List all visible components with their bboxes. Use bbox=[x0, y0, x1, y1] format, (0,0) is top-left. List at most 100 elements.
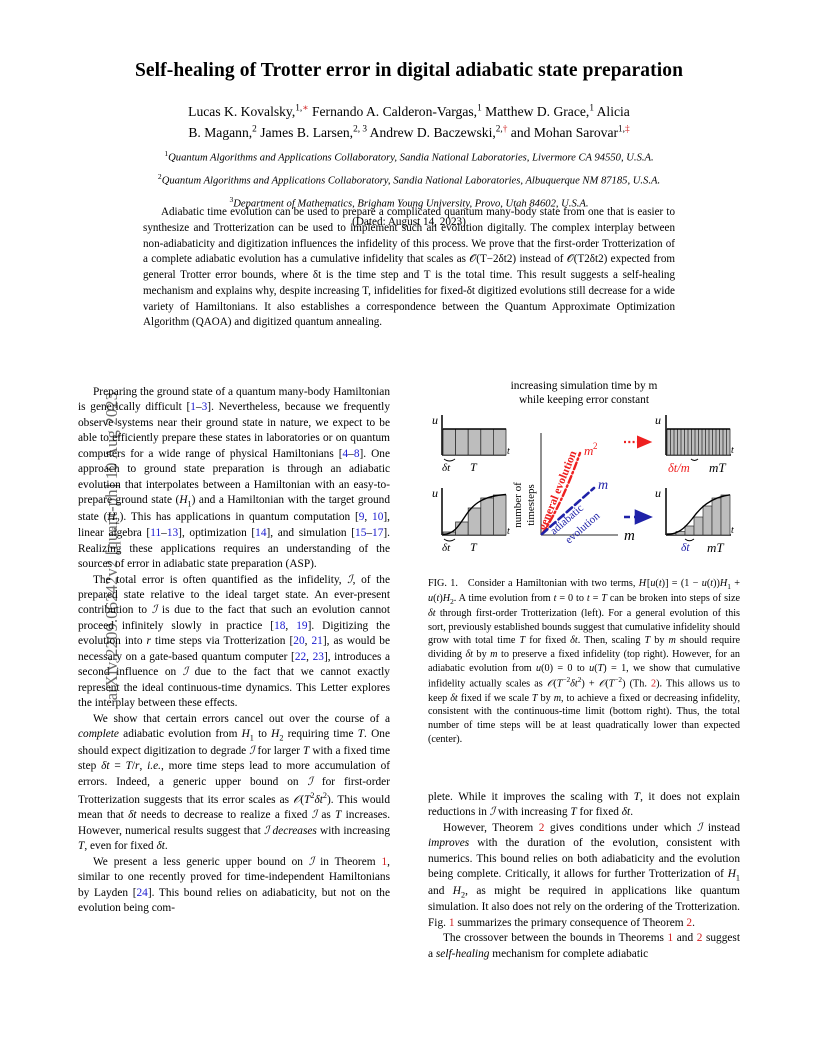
page-title: Self-healing of Trotter error in digital… bbox=[134, 60, 684, 81]
citation-link[interactable]: 4 bbox=[342, 447, 349, 460]
svg-text:m: m bbox=[624, 528, 635, 544]
theorem-link[interactable]: 1 bbox=[381, 855, 388, 868]
citation-link[interactable]: 13 bbox=[166, 527, 179, 540]
svg-text:t: t bbox=[731, 525, 734, 536]
footnote-marker[interactable]: ∗ bbox=[302, 103, 309, 114]
author-name: B. Magann, bbox=[188, 125, 253, 141]
affiliation-1: 1Quantum Algorithms and Applications Col… bbox=[78, 149, 740, 166]
figure-heading-line-2: while keeping error constant bbox=[519, 393, 649, 406]
svg-text:mT: mT bbox=[707, 540, 724, 555]
svg-text:T: T bbox=[470, 460, 478, 474]
theorem-link[interactable]: 2 bbox=[696, 932, 703, 945]
author-affil-sup: 2, bbox=[495, 124, 503, 135]
author-affil-sup: 1, bbox=[295, 103, 303, 114]
citation-link[interactable]: 18 bbox=[274, 619, 286, 632]
author-name: Fernando A. Calderon-Vargas, bbox=[308, 104, 478, 120]
svg-text:δt/m: δt/m bbox=[668, 461, 690, 475]
author-affil-sup: 1, bbox=[618, 124, 625, 135]
citation-link[interactable]: 1 bbox=[190, 401, 196, 414]
citation-link[interactable]: 15 bbox=[355, 527, 367, 540]
theorem-link[interactable]: 2 bbox=[650, 678, 657, 690]
body-column-left: Preparing the ground state of a quantum … bbox=[78, 385, 390, 917]
svg-text:u: u bbox=[432, 486, 438, 500]
author-affil-sup: 2, 3 bbox=[353, 124, 368, 135]
citation-link[interactable]: 3 bbox=[201, 401, 208, 414]
paragraph: Preparing the ground state of a quantum … bbox=[78, 386, 391, 571]
citation-link[interactable]: 20 bbox=[293, 635, 305, 648]
author-name: James B. Larsen, bbox=[256, 125, 354, 141]
paragraph: We show that certain errors cancel out o… bbox=[78, 712, 391, 853]
svg-text:t: t bbox=[507, 526, 510, 537]
author-name: Matthew D. Grace, bbox=[481, 104, 590, 120]
svg-text:δt: δt bbox=[442, 542, 451, 554]
figure-heading: increasing simulation time by m while ke… bbox=[428, 380, 740, 407]
affiliation-2: 2Quantum Algorithms and Applications Col… bbox=[78, 172, 740, 189]
panel-bottom-right: u t δt mT bbox=[655, 486, 734, 555]
panel-center-scaling: number of timesteps m general evolution … bbox=[512, 433, 635, 547]
svg-text:t: t bbox=[731, 445, 734, 456]
svg-text:2: 2 bbox=[593, 441, 598, 451]
affiliation-text: Quantum Algorithms and Applications Coll… bbox=[161, 175, 661, 187]
author-line-2: B. Magann,2 James B. Larsen,2, 3 Andrew … bbox=[78, 122, 740, 143]
paragraph: The crossover between the bounds in Theo… bbox=[428, 932, 740, 960]
paragraph: plete. While it improves the scaling wit… bbox=[428, 791, 740, 819]
paper-header: Self-healing of Trotter error in digital… bbox=[78, 58, 740, 228]
svg-text:δt: δt bbox=[442, 462, 451, 474]
figure-heading-line-1: increasing simulation time by m bbox=[510, 380, 658, 392]
svg-text:u: u bbox=[432, 413, 438, 427]
panel-top-right: u bbox=[655, 413, 734, 475]
citation-link[interactable]: 11 bbox=[150, 527, 162, 540]
figure-caption-label: FIG. 1. bbox=[428, 578, 458, 590]
author-name: Andrew D. Baczewski, bbox=[367, 125, 496, 141]
affiliation-number: 1 bbox=[164, 149, 169, 159]
footnote-marker[interactable]: † bbox=[502, 124, 508, 135]
citation-link[interactable]: 21 bbox=[311, 635, 323, 648]
figure-graphic: u t δt T u bbox=[428, 409, 740, 571]
citation-link[interactable]: 24 bbox=[136, 886, 148, 899]
svg-text:m: m bbox=[598, 478, 608, 493]
svg-text:T: T bbox=[470, 540, 478, 554]
svg-text:m: m bbox=[584, 443, 593, 458]
author-affil-sup: 1 bbox=[589, 103, 594, 114]
citation-link[interactable]: 19 bbox=[296, 619, 308, 632]
citation-link[interactable]: 9 bbox=[358, 510, 365, 523]
figure-caption: FIG. 1. Consider a Hamiltonian with two … bbox=[428, 578, 741, 745]
panel-top-left: u t δt T bbox=[432, 413, 510, 474]
citation-link[interactable]: 8 bbox=[353, 447, 360, 460]
citation-link[interactable]: 17 bbox=[372, 527, 384, 540]
affiliation-number: 2 bbox=[157, 172, 162, 182]
author-line-1: Lucas K. Kovalsky,1,∗ Fernando A. Calder… bbox=[78, 101, 740, 122]
theorem-link[interactable]: 2 bbox=[686, 916, 693, 929]
author-affil-sup: 2 bbox=[252, 124, 257, 135]
author-name: and Mohan Sarovar bbox=[507, 125, 619, 141]
panel-bottom-left: u t δt T bbox=[432, 486, 510, 554]
paragraph: However, Theorem 2 gives conditions unde… bbox=[428, 821, 740, 929]
theorem-link[interactable]: 1 bbox=[667, 932, 674, 945]
paragraph: The total error is often quantified as t… bbox=[78, 573, 391, 710]
figure-1: increasing simulation time by m while ke… bbox=[428, 380, 740, 746]
dated-line: (Dated: August 14, 2023) bbox=[352, 215, 466, 228]
footnote-marker[interactable]: ‡ bbox=[625, 124, 630, 135]
citation-link[interactable]: 22 bbox=[294, 650, 307, 663]
citation-link[interactable]: 10 bbox=[372, 510, 384, 523]
author-name: Lucas K. Kovalsky, bbox=[188, 104, 296, 120]
author-name: Alicia bbox=[593, 104, 630, 120]
svg-text:mT: mT bbox=[709, 460, 726, 475]
svg-text:number of: number of bbox=[512, 482, 524, 528]
affiliation-3: 3Department of Mathematics, Brigham Youn… bbox=[78, 195, 740, 212]
paragraph: We present a less generic upper bound on… bbox=[78, 855, 390, 915]
citation-link[interactable]: 14 bbox=[255, 527, 267, 540]
svg-text:u: u bbox=[655, 486, 661, 500]
citation-link[interactable]: 23 bbox=[312, 650, 324, 663]
svg-text:u: u bbox=[655, 413, 661, 427]
theorem-link[interactable]: 2 bbox=[538, 821, 545, 834]
svg-text:timesteps: timesteps bbox=[525, 485, 537, 527]
body-column-right: plete. While it improves the scaling wit… bbox=[428, 790, 740, 962]
affiliation-text: Department of Mathematics, Brigham Young… bbox=[233, 198, 589, 210]
svg-text:δt: δt bbox=[681, 542, 690, 554]
affiliation-number: 3 bbox=[229, 195, 234, 205]
svg-text:t: t bbox=[507, 446, 510, 457]
author-affil-sup: 1 bbox=[477, 103, 482, 114]
figure-link[interactable]: 1 bbox=[448, 916, 455, 929]
